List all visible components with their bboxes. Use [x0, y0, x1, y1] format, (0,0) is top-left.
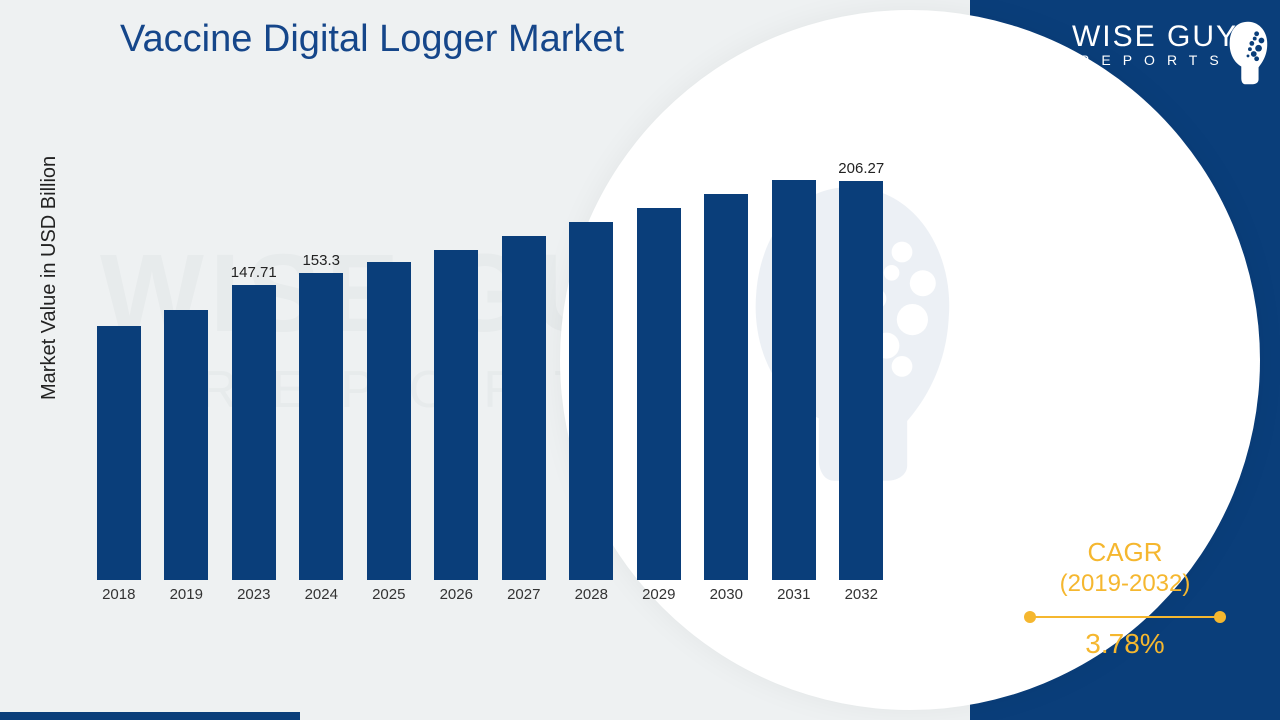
x-axis-tick: 2018 [85, 582, 153, 603]
x-axis-tick: 2025 [355, 582, 423, 603]
brand-head-icon [1224, 18, 1272, 88]
bar-value-label: 153.3 [302, 252, 340, 269]
bar-column [423, 160, 491, 580]
bar [502, 236, 546, 580]
bar [637, 208, 681, 580]
bar-value-label: 206.27 [838, 160, 884, 177]
bar [164, 310, 208, 580]
bar-column [760, 160, 828, 580]
x-axis-tick: 2026 [423, 582, 491, 603]
x-axis-tick: 2027 [490, 582, 558, 603]
chart-title: Vaccine Digital Logger Market [120, 18, 624, 61]
brand-sub-text: REPORTS [1072, 52, 1238, 68]
x-axis-tick: 2032 [828, 582, 896, 603]
bar-column [693, 160, 761, 580]
x-axis-tick: 2029 [625, 582, 693, 603]
bar [299, 273, 343, 580]
bar [772, 180, 816, 580]
x-axis-tick: 2023 [220, 582, 288, 603]
x-axis: 2018201920232024202520262027202820292030… [85, 582, 895, 603]
cagr-divider [1030, 616, 1220, 618]
bar-column [153, 160, 221, 580]
bar-column [85, 160, 153, 580]
bar-value-label: 147.71 [231, 264, 277, 281]
bar-column [355, 160, 423, 580]
bar-column [558, 160, 626, 580]
x-axis-tick: 2030 [693, 582, 761, 603]
bottom-accent-bar [0, 712, 300, 720]
cagr-title: CAGR [1010, 537, 1240, 568]
bar [232, 285, 276, 580]
brand-main-text: WISE GUY [1072, 20, 1238, 54]
brand-logo: WISE GUY REPORTS [1072, 20, 1238, 68]
bar-chart: 147.71 153.3 206.27 [85, 160, 895, 580]
y-axis-label: Market Value in USD Billion [38, 156, 61, 400]
bar-column: 206.27 [828, 160, 896, 580]
bar [839, 181, 883, 580]
cagr-period: (2019-2032) [1010, 570, 1240, 598]
x-axis-tick: 2028 [558, 582, 626, 603]
bar [704, 194, 748, 580]
x-axis-tick: 2019 [153, 582, 221, 603]
bar [97, 326, 141, 580]
x-axis-tick: 2024 [288, 582, 356, 603]
x-axis-tick: 2031 [760, 582, 828, 603]
bar-column [490, 160, 558, 580]
cagr-box: CAGR (2019-2032) 3.78% [1010, 537, 1240, 660]
bar-column [625, 160, 693, 580]
bar-column: 147.71 [220, 160, 288, 580]
bar [569, 222, 613, 580]
cagr-value: 3.78% [1010, 628, 1240, 660]
bar [434, 250, 478, 580]
bar-column: 153.3 [288, 160, 356, 580]
bar [367, 262, 411, 580]
infographic-canvas: WISE GUY REPORTS Vaccine Digital Logger … [0, 0, 1280, 720]
